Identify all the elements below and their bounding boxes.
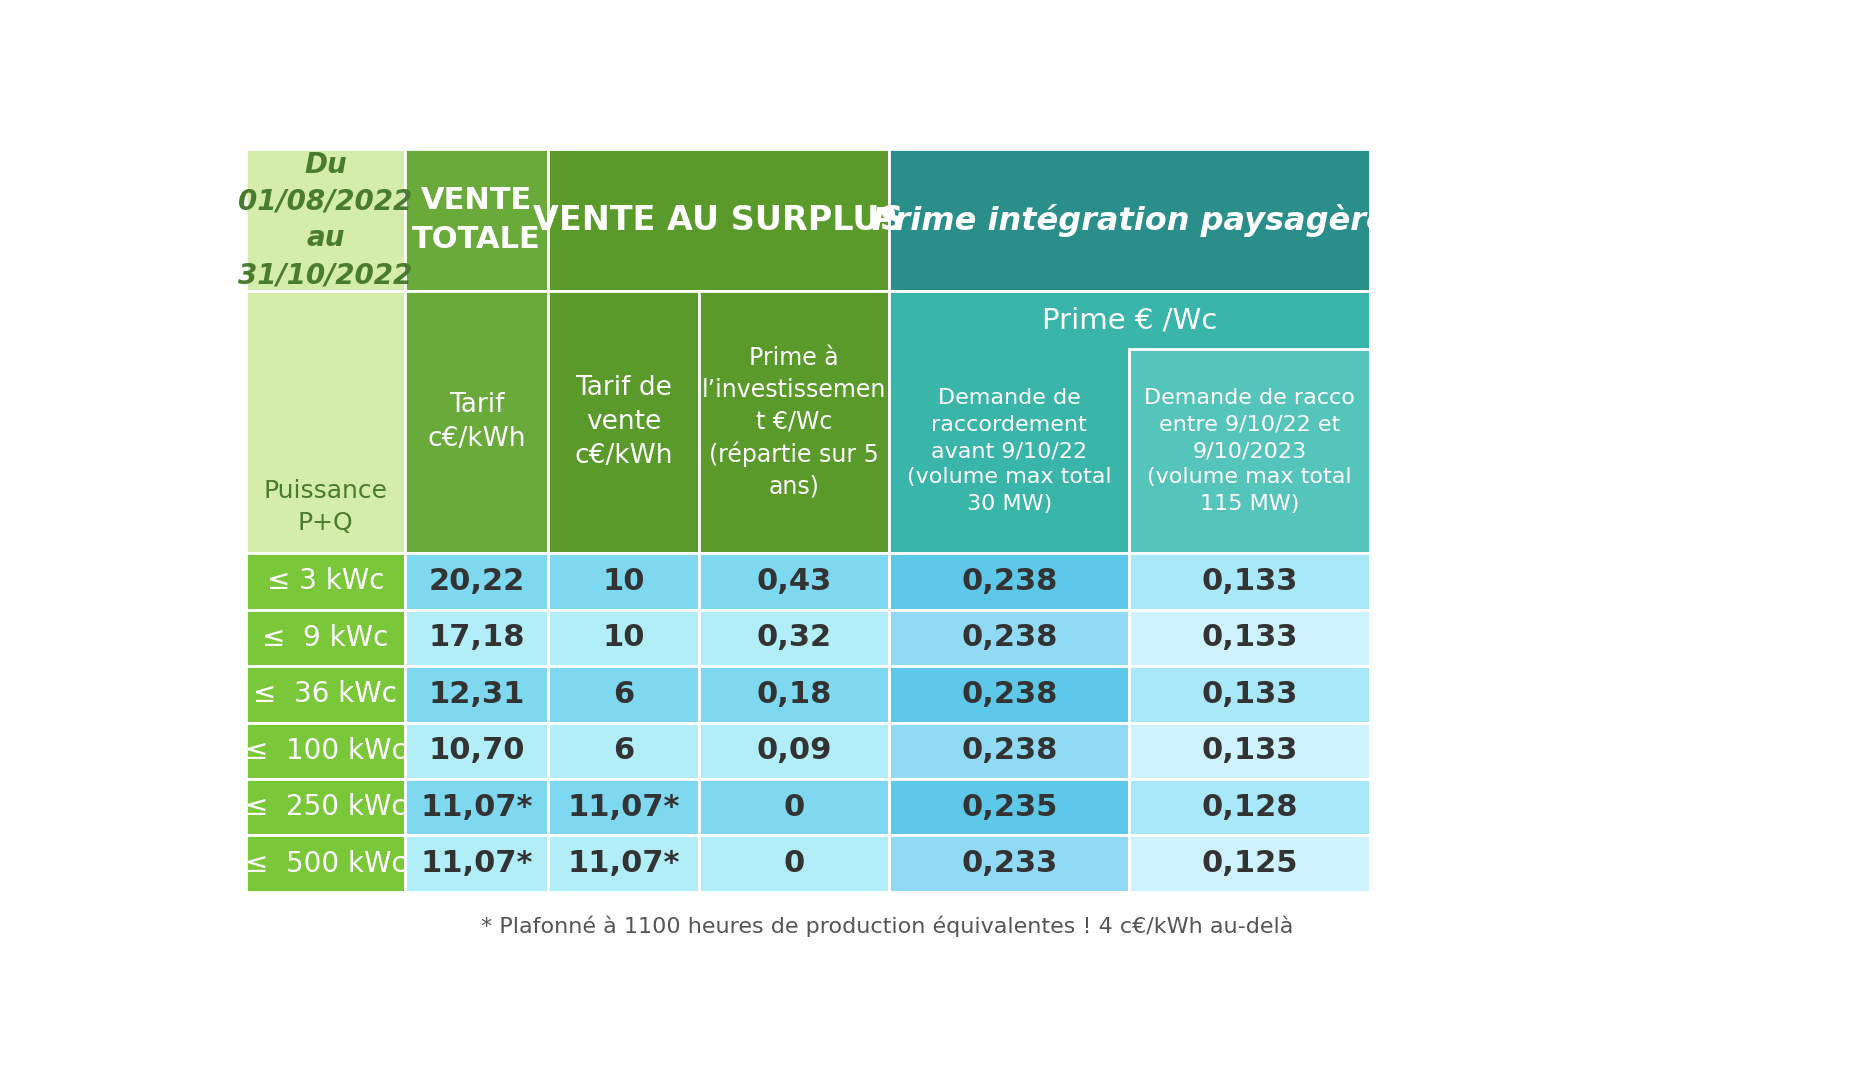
- FancyBboxPatch shape: [1130, 779, 1369, 836]
- FancyBboxPatch shape: [404, 149, 547, 292]
- FancyBboxPatch shape: [547, 149, 889, 292]
- Text: Demande de
raccordement
avant 9/10/22
(volume max total
30 MW): Demande de raccordement avant 9/10/22 (v…: [907, 389, 1111, 514]
- FancyBboxPatch shape: [404, 779, 547, 836]
- FancyBboxPatch shape: [247, 779, 404, 836]
- Text: ≤  36 kWc: ≤ 36 kWc: [254, 680, 397, 708]
- FancyBboxPatch shape: [404, 609, 547, 666]
- Text: 0,238: 0,238: [961, 567, 1057, 596]
- Text: 0: 0: [783, 849, 805, 878]
- FancyBboxPatch shape: [699, 553, 889, 609]
- Text: 0,238: 0,238: [961, 623, 1057, 652]
- FancyBboxPatch shape: [247, 609, 404, 666]
- FancyBboxPatch shape: [889, 723, 1130, 779]
- Text: * Plafonné à 1100 heures de production équivalentes ! 4 c€/kWh au-delà: * Plafonné à 1100 heures de production é…: [480, 916, 1293, 937]
- Text: 10: 10: [603, 567, 646, 596]
- FancyBboxPatch shape: [1130, 553, 1369, 609]
- FancyBboxPatch shape: [404, 666, 547, 723]
- FancyBboxPatch shape: [404, 723, 547, 779]
- FancyBboxPatch shape: [547, 723, 699, 779]
- Text: 0,233: 0,233: [961, 849, 1057, 878]
- Text: 0,238: 0,238: [961, 679, 1057, 708]
- FancyBboxPatch shape: [699, 666, 889, 723]
- Text: 11,07*: 11,07*: [419, 849, 532, 878]
- Text: 0,133: 0,133: [1200, 679, 1297, 708]
- Text: Prime € /Wc: Prime € /Wc: [1041, 306, 1217, 334]
- Text: Prime intégration paysagère: Prime intégration paysagère: [872, 203, 1386, 237]
- FancyBboxPatch shape: [699, 779, 889, 836]
- FancyBboxPatch shape: [1130, 609, 1369, 666]
- Text: Tarif de
vente
c€/kWh: Tarif de vente c€/kWh: [575, 375, 673, 469]
- Text: 6: 6: [612, 679, 634, 708]
- Text: Du
01/08/2022
au
31/10/2022: Du 01/08/2022 au 31/10/2022: [237, 151, 412, 289]
- FancyBboxPatch shape: [699, 609, 889, 666]
- FancyBboxPatch shape: [699, 836, 889, 892]
- Text: ≤  9 kWc: ≤ 9 kWc: [262, 624, 388, 652]
- FancyBboxPatch shape: [247, 836, 404, 892]
- FancyBboxPatch shape: [247, 292, 404, 553]
- FancyBboxPatch shape: [1130, 349, 1369, 553]
- Text: 0,133: 0,133: [1200, 623, 1297, 652]
- FancyBboxPatch shape: [404, 553, 547, 609]
- Text: 11,07*: 11,07*: [419, 793, 532, 822]
- Text: ≤  250 kWc: ≤ 250 kWc: [245, 793, 406, 821]
- FancyBboxPatch shape: [404, 836, 547, 892]
- FancyBboxPatch shape: [699, 292, 889, 553]
- FancyBboxPatch shape: [889, 836, 1130, 892]
- Text: ≤  100 kWc: ≤ 100 kWc: [245, 737, 406, 765]
- Text: 0,125: 0,125: [1200, 849, 1297, 878]
- Text: 17,18: 17,18: [429, 623, 525, 652]
- Text: 0,235: 0,235: [961, 793, 1057, 822]
- Text: VENTE AU SURPLUS: VENTE AU SURPLUS: [532, 203, 903, 237]
- FancyBboxPatch shape: [247, 149, 404, 292]
- Text: 0,18: 0,18: [757, 679, 831, 708]
- Text: 11,07*: 11,07*: [568, 793, 679, 822]
- Text: VENTE
TOTALE: VENTE TOTALE: [412, 187, 540, 254]
- Text: 0: 0: [783, 793, 805, 822]
- FancyBboxPatch shape: [889, 553, 1130, 609]
- FancyBboxPatch shape: [547, 609, 699, 666]
- Text: 10,70: 10,70: [429, 737, 525, 766]
- FancyBboxPatch shape: [1130, 666, 1369, 723]
- Text: 12,31: 12,31: [429, 679, 525, 708]
- Text: ≤ 3 kWc: ≤ 3 kWc: [267, 567, 384, 595]
- Text: 10: 10: [603, 623, 646, 652]
- Text: 6: 6: [612, 737, 634, 766]
- Text: 0,128: 0,128: [1200, 793, 1297, 822]
- Text: Puissance
P+Q: Puissance P+Q: [263, 480, 388, 535]
- FancyBboxPatch shape: [547, 553, 699, 609]
- FancyBboxPatch shape: [889, 292, 1369, 553]
- Text: 11,07*: 11,07*: [568, 849, 679, 878]
- FancyBboxPatch shape: [547, 836, 699, 892]
- FancyBboxPatch shape: [699, 723, 889, 779]
- FancyBboxPatch shape: [547, 666, 699, 723]
- FancyBboxPatch shape: [889, 779, 1130, 836]
- FancyBboxPatch shape: [889, 666, 1130, 723]
- Text: Tarif
c€/kWh: Tarif c€/kWh: [427, 392, 525, 453]
- FancyBboxPatch shape: [889, 609, 1130, 666]
- Text: 0,32: 0,32: [757, 623, 831, 652]
- FancyBboxPatch shape: [247, 723, 404, 779]
- Text: ≤  500 kWc: ≤ 500 kWc: [245, 850, 406, 878]
- Text: 0,09: 0,09: [757, 737, 831, 766]
- Text: 20,22: 20,22: [429, 567, 525, 596]
- Text: Prime à
l’investissemen
t €/Wc
(répartie sur 5
ans): Prime à l’investissemen t €/Wc (répartie…: [701, 346, 887, 499]
- FancyBboxPatch shape: [547, 779, 699, 836]
- FancyBboxPatch shape: [247, 666, 404, 723]
- FancyBboxPatch shape: [404, 292, 547, 553]
- FancyBboxPatch shape: [247, 553, 404, 609]
- Text: 0,133: 0,133: [1200, 567, 1297, 596]
- Text: 0,238: 0,238: [961, 737, 1057, 766]
- FancyBboxPatch shape: [1130, 723, 1369, 779]
- FancyBboxPatch shape: [1130, 836, 1369, 892]
- FancyBboxPatch shape: [889, 149, 1369, 292]
- Text: 0,43: 0,43: [757, 567, 831, 596]
- FancyBboxPatch shape: [547, 292, 699, 553]
- Text: Demande de racco
entre 9/10/22 et
9/10/2023
(volume max total
115 MW): Demande de racco entre 9/10/22 et 9/10/2…: [1143, 389, 1354, 514]
- Text: 0,133: 0,133: [1200, 737, 1297, 766]
